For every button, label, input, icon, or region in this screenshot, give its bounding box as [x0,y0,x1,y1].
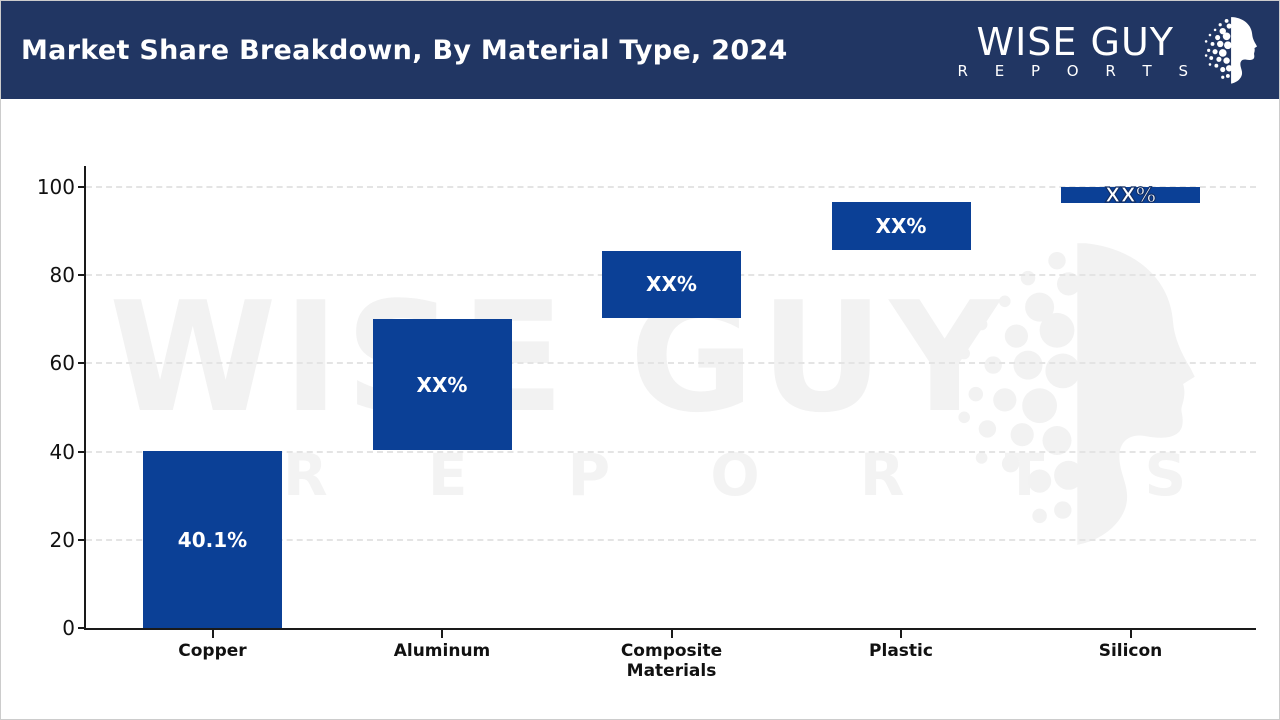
x-category-label: Composite Materials [620,641,723,681]
logo-face-icon [1204,17,1257,84]
x-category-label: Aluminum [393,641,491,661]
logo-text: WISE GUY R E P O R T S [952,22,1199,80]
y-tick-mark [78,274,86,277]
header: Market Share Breakdown, By Material Type… [1,1,1279,99]
gridline-20 [86,538,1256,541]
y-axis-line [84,166,86,630]
y-tick-label: 0 [62,616,75,640]
gridline-60 [86,362,1256,365]
bar-aluminum: XX% [372,319,512,451]
watermark-wordmark: WISE GUY [109,269,1006,446]
x-tick-mark [1129,630,1132,638]
y-tick-label: 80 [49,263,75,288]
bar-value-label: XX% [875,214,927,239]
watermark-face-icon [958,243,1195,545]
x-category-label: Plastic [869,641,933,661]
y-tick-mark [78,627,86,629]
x-tick-mark [441,630,443,638]
bar-value-label: XX% [416,372,468,397]
logo-subtitle: R E P O R T S [957,62,1199,80]
y-tick-mark [78,186,86,188]
bar-value-label: XX% [646,272,697,297]
y-tick-label: 40 [49,439,75,464]
x-tick-mark [900,630,902,638]
bar-composite-materials: XX% [602,250,741,318]
page-title: Market Share Breakdown, By Material Type… [21,34,788,66]
x-tick-mark [670,630,673,638]
x-tick-mark [211,630,214,638]
y-tick-label: 20 [49,527,75,552]
bar-plastic: XX% [831,201,971,251]
gridline-40 [86,450,1256,453]
y-tick-label: 100 [36,175,75,199]
gridline-100 [86,186,1256,188]
x-category-label: Copper [178,641,247,661]
y-tick-mark [78,538,86,541]
bar-silicon: XX% [1061,183,1200,208]
y-tick-mark [78,362,86,365]
x-axis-line [84,628,1256,630]
bar-value-label: 40.1% [177,527,248,552]
bar-copper: 40.1% [143,451,282,628]
logo-wordmark: WISE GUY [976,20,1174,64]
y-tick-label: 60 [49,351,75,376]
y-tick-mark [78,450,86,453]
x-category-label: Silicon [1098,641,1163,661]
bar-value-label: XX% [1104,183,1156,208]
wiseguy-logo: WISE GUY R E P O R T S [952,9,1265,93]
